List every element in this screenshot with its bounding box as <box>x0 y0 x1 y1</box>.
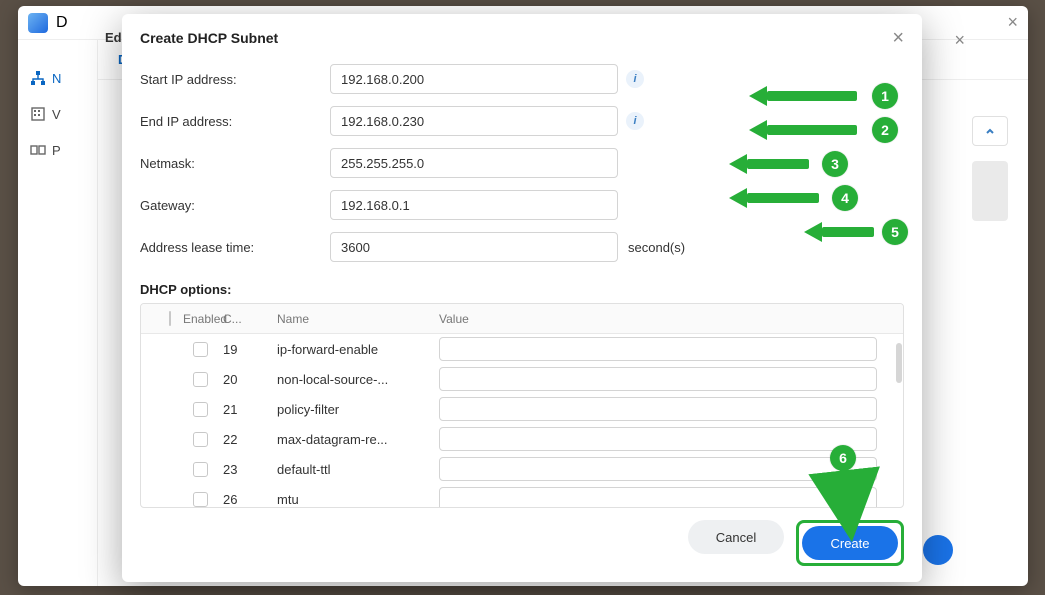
option-enabled-checkbox[interactable] <box>193 402 208 417</box>
background-close-icon[interactable]: × <box>1007 12 1018 33</box>
lease-time-input[interactable] <box>330 232 618 262</box>
col-value-header: Value <box>431 312 903 326</box>
sidebar-item-ports[interactable]: P <box>18 132 97 168</box>
option-code: 19 <box>219 342 271 357</box>
option-name: default-ttl <box>271 462 431 477</box>
annotation-arrow-diagonal <box>840 469 900 544</box>
option-enabled-checkbox[interactable] <box>193 342 208 357</box>
option-code: 20 <box>219 372 271 387</box>
end-ip-label: End IP address: <box>140 114 330 129</box>
row-start-ip: Start IP address: i <box>140 64 904 94</box>
annotation-badge: 1 <box>872 83 898 109</box>
dhcp-options-wrap: Enabled C... Name Value 19ip-forward-ena… <box>140 303 904 508</box>
dialog-title: Create DHCP Subnet <box>140 30 278 46</box>
collapse-button[interactable] <box>972 116 1008 146</box>
background-primary-button-fragment <box>923 535 953 565</box>
annotation-arrow-head <box>749 86 767 106</box>
option-enabled-checkbox[interactable] <box>193 492 208 507</box>
option-value-input[interactable] <box>439 487 877 507</box>
info-icon[interactable]: i <box>626 112 644 130</box>
option-value-input[interactable] <box>439 397 877 421</box>
col-enabled-header: Enabled <box>141 311 219 326</box>
create-dhcp-subnet-dialog: Create DHCP Subnet × Start IP address: i… <box>122 14 922 582</box>
option-name: mtu <box>271 492 431 507</box>
app-icon <box>28 13 48 33</box>
option-code: 21 <box>219 402 271 417</box>
background-app-title: D <box>56 14 68 32</box>
option-code: 26 <box>219 492 271 507</box>
option-value-input[interactable] <box>439 427 877 451</box>
annotation-arrow-line <box>767 91 857 101</box>
option-code: 23 <box>219 462 271 477</box>
annotation-badge: 2 <box>872 117 898 143</box>
background-grey-panel <box>972 161 1008 221</box>
dialog-footer: Cancel Create <box>122 508 922 582</box>
option-value-input[interactable] <box>439 457 877 481</box>
option-row: 21policy-filter <box>141 394 903 424</box>
dhcp-options-table: Enabled C... Name Value 19ip-forward-ena… <box>140 303 904 508</box>
annotation-badge: 4 <box>832 185 858 211</box>
end-ip-input[interactable] <box>330 106 618 136</box>
option-value-input[interactable] <box>439 337 877 361</box>
scrollbar[interactable] <box>896 343 902 383</box>
annotation-arrow-line <box>747 159 809 169</box>
option-name: policy-filter <box>271 402 431 417</box>
cancel-button[interactable]: Cancel <box>688 520 784 554</box>
row-lease-time: Address lease time: second(s) <box>140 232 904 262</box>
option-name: max-datagram-re... <box>271 432 431 447</box>
netmask-label: Netmask: <box>140 156 330 171</box>
option-row: 19ip-forward-enable <box>141 334 903 364</box>
option-row: 20non-local-source-... <box>141 364 903 394</box>
annotation-arrow-line <box>822 227 874 237</box>
option-row: 26mtu <box>141 484 903 507</box>
sidebar-item-label: V <box>52 107 61 122</box>
start-ip-label: Start IP address: <box>140 72 330 87</box>
annotation-arrow-head <box>729 154 747 174</box>
sidebar-item-network[interactable]: N <box>18 60 97 96</box>
building-icon <box>30 106 46 122</box>
option-value-input[interactable] <box>439 367 877 391</box>
network-icon <box>30 70 46 86</box>
annotation-badge: 3 <box>822 151 848 177</box>
background-edit-close-icon[interactable]: × <box>954 30 965 51</box>
annotation-arrow-head <box>729 188 747 208</box>
options-body: 19ip-forward-enable20non-local-source-..… <box>141 334 903 507</box>
gateway-input[interactable] <box>330 190 618 220</box>
option-name: ip-forward-enable <box>271 342 431 357</box>
gateway-label: Gateway: <box>140 198 330 213</box>
info-icon[interactable]: i <box>626 70 644 88</box>
select-all-checkbox[interactable] <box>169 311 171 326</box>
netmask-input[interactable] <box>330 148 618 178</box>
dhcp-options-title: DHCP options: <box>140 282 904 297</box>
background-sidebar: N V P <box>18 40 98 586</box>
sidebar-item-label: N <box>52 71 61 86</box>
option-name: non-local-source-... <box>271 372 431 387</box>
sidebar-item-volumes[interactable]: V <box>18 96 97 132</box>
annotation-arrow-head <box>749 120 767 140</box>
annotation-arrow-line <box>767 125 857 135</box>
col-name-header: Name <box>271 312 431 326</box>
annotation-badge: 6 <box>830 445 856 471</box>
option-row: 22max-datagram-re... <box>141 424 903 454</box>
annotation-arrow-head <box>804 222 822 242</box>
close-icon[interactable]: × <box>892 28 904 48</box>
option-enabled-checkbox[interactable] <box>193 462 208 477</box>
dialog-body: Start IP address: i End IP address: i Ne… <box>122 54 922 508</box>
lease-time-label: Address lease time: <box>140 240 330 255</box>
sidebar-item-label: P <box>52 143 61 158</box>
start-ip-input[interactable] <box>330 64 618 94</box>
option-enabled-checkbox[interactable] <box>193 372 208 387</box>
dialog-header: Create DHCP Subnet × <box>122 14 922 54</box>
col-code-header: C... <box>219 312 271 326</box>
option-enabled-checkbox[interactable] <box>193 432 208 447</box>
lease-time-unit: second(s) <box>628 240 685 255</box>
annotation-arrow-line <box>747 193 819 203</box>
option-row: 23default-ttl <box>141 454 903 484</box>
option-code: 22 <box>219 432 271 447</box>
options-header-row: Enabled C... Name Value <box>141 304 903 334</box>
ports-icon <box>30 142 46 158</box>
annotation-badge: 5 <box>882 219 908 245</box>
